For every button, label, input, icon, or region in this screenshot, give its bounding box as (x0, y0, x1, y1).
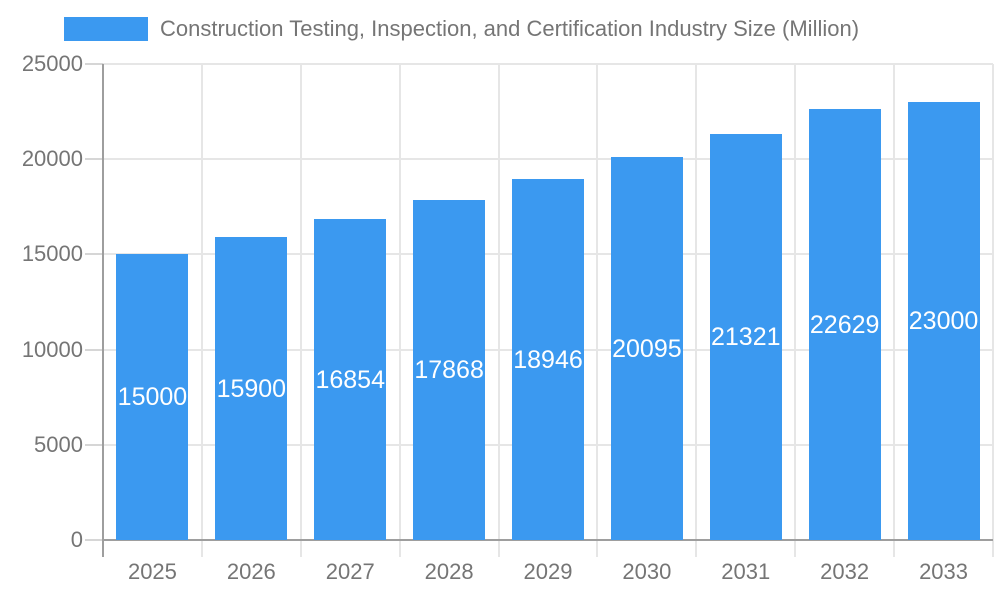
bar[interactable] (907, 102, 980, 540)
y-axis-label: 25000 (21, 51, 83, 76)
x-axis-label: 2027 (325, 559, 375, 584)
bar[interactable] (215, 237, 288, 540)
bar[interactable] (116, 254, 189, 540)
bar-value-label: 15000 (117, 383, 188, 412)
x-axis-label: 2025 (127, 559, 177, 584)
v-gridline (893, 64, 896, 557)
legend-swatch (64, 17, 148, 41)
x-axis-label: 2028 (424, 559, 474, 584)
bar-value-label: 20095 (612, 334, 682, 363)
x-axis-label: 2026 (226, 559, 276, 584)
x-axis-label: 2029 (523, 559, 573, 584)
y-axis-label: 5000 (34, 431, 83, 457)
bar[interactable] (808, 109, 881, 540)
bar-value-label: 18946 (513, 345, 583, 374)
bar[interactable] (610, 157, 683, 540)
v-gridline (794, 64, 797, 557)
bar-value-label: 17868 (414, 355, 484, 384)
y-axis-tick (85, 63, 103, 65)
x-axis-label: 2031 (721, 559, 771, 584)
h-gridline (103, 63, 993, 65)
bar[interactable] (413, 199, 486, 540)
bar-value-label: 16854 (315, 365, 385, 394)
bar-value-label: 21321 (711, 323, 781, 352)
bar[interactable] (314, 219, 387, 540)
bar[interactable] (709, 134, 782, 540)
v-gridline (398, 64, 401, 557)
y-axis-tick (85, 348, 103, 351)
y-axis-tick (85, 253, 103, 256)
chart-title: Construction Testing, Inspection, and Ce… (160, 16, 860, 41)
y-axis-tick (85, 539, 103, 541)
bar-value-label: 23000 (908, 307, 979, 336)
v-gridline (695, 64, 698, 557)
v-gridline (497, 64, 500, 557)
v-gridline (299, 64, 302, 557)
y-axis-label: 20000 (21, 146, 83, 172)
y-axis-label: 15000 (21, 241, 83, 267)
legend[interactable]: Construction Testing, Inspection, and Ce… (64, 16, 860, 41)
y-axis-label: 0 (70, 527, 83, 552)
bar-value-label: 15900 (216, 374, 287, 403)
y-axis-tick (85, 158, 103, 161)
bar-value-label: 22629 (809, 310, 880, 339)
x-axis-label: 2033 (919, 559, 969, 584)
v-gridline (992, 64, 994, 557)
v-gridline (200, 64, 203, 557)
y-axis-tick (85, 443, 103, 446)
x-axis-label: 2032 (820, 559, 870, 584)
x-axis-label: 2030 (622, 559, 672, 584)
y-axis-label: 10000 (21, 336, 83, 362)
x-axis-line (103, 539, 993, 541)
bar[interactable] (512, 179, 584, 540)
h-gridline (103, 158, 993, 161)
y-axis-line (102, 64, 104, 557)
v-gridline (596, 64, 599, 557)
